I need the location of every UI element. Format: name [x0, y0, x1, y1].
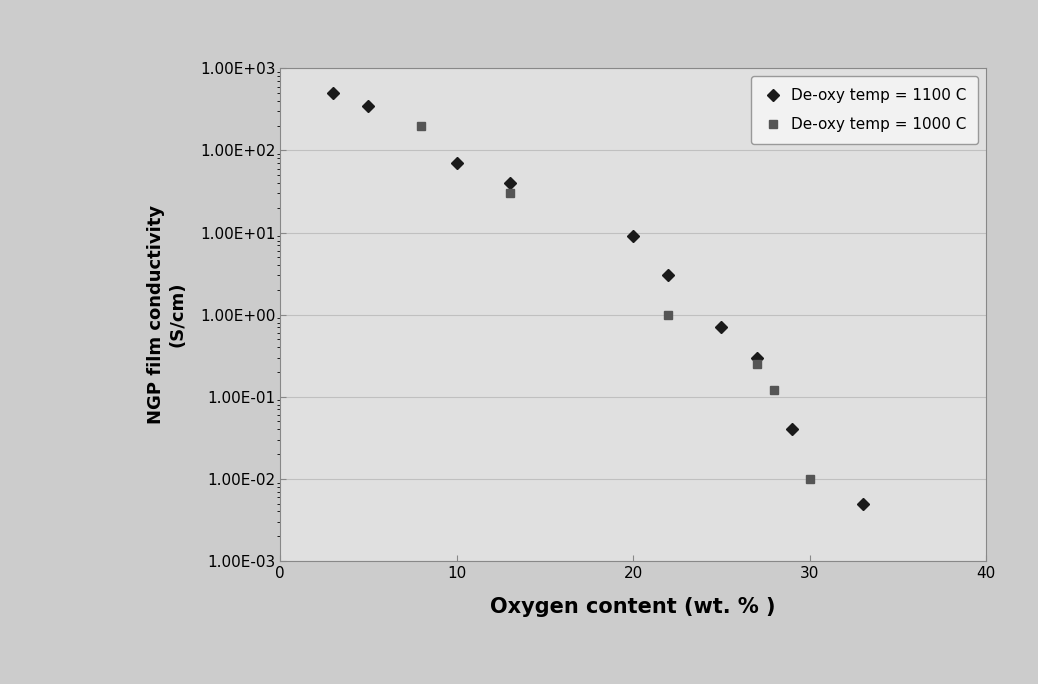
De-oxy temp = 1000 C	[803, 475, 816, 483]
De-oxy temp = 1000 C	[415, 122, 428, 130]
De-oxy temp = 1100 C	[715, 324, 728, 332]
De-oxy temp = 1000 C	[750, 360, 763, 368]
De-oxy temp = 1100 C	[662, 272, 675, 280]
Line: De-oxy temp = 1100 C: De-oxy temp = 1100 C	[329, 89, 867, 508]
De-oxy temp = 1100 C	[362, 102, 375, 110]
De-oxy temp = 1100 C	[856, 499, 869, 508]
De-oxy temp = 1100 C	[327, 89, 339, 97]
Line: De-oxy temp = 1000 C: De-oxy temp = 1000 C	[417, 122, 814, 483]
De-oxy temp = 1100 C	[750, 354, 763, 362]
Y-axis label: NGP film conductivity
(S/cm): NGP film conductivity (S/cm)	[147, 205, 186, 424]
De-oxy temp = 1100 C	[627, 232, 639, 240]
De-oxy temp = 1100 C	[786, 425, 798, 434]
De-oxy temp = 1100 C	[450, 159, 463, 168]
De-oxy temp = 1100 C	[503, 179, 516, 187]
De-oxy temp = 1000 C	[662, 311, 675, 319]
De-oxy temp = 1000 C	[503, 189, 516, 198]
Legend: De-oxy temp = 1100 C, De-oxy temp = 1000 C: De-oxy temp = 1100 C, De-oxy temp = 1000…	[752, 76, 979, 144]
De-oxy temp = 1000 C	[768, 386, 781, 394]
X-axis label: Oxygen content (wt. % ): Oxygen content (wt. % )	[490, 597, 776, 618]
